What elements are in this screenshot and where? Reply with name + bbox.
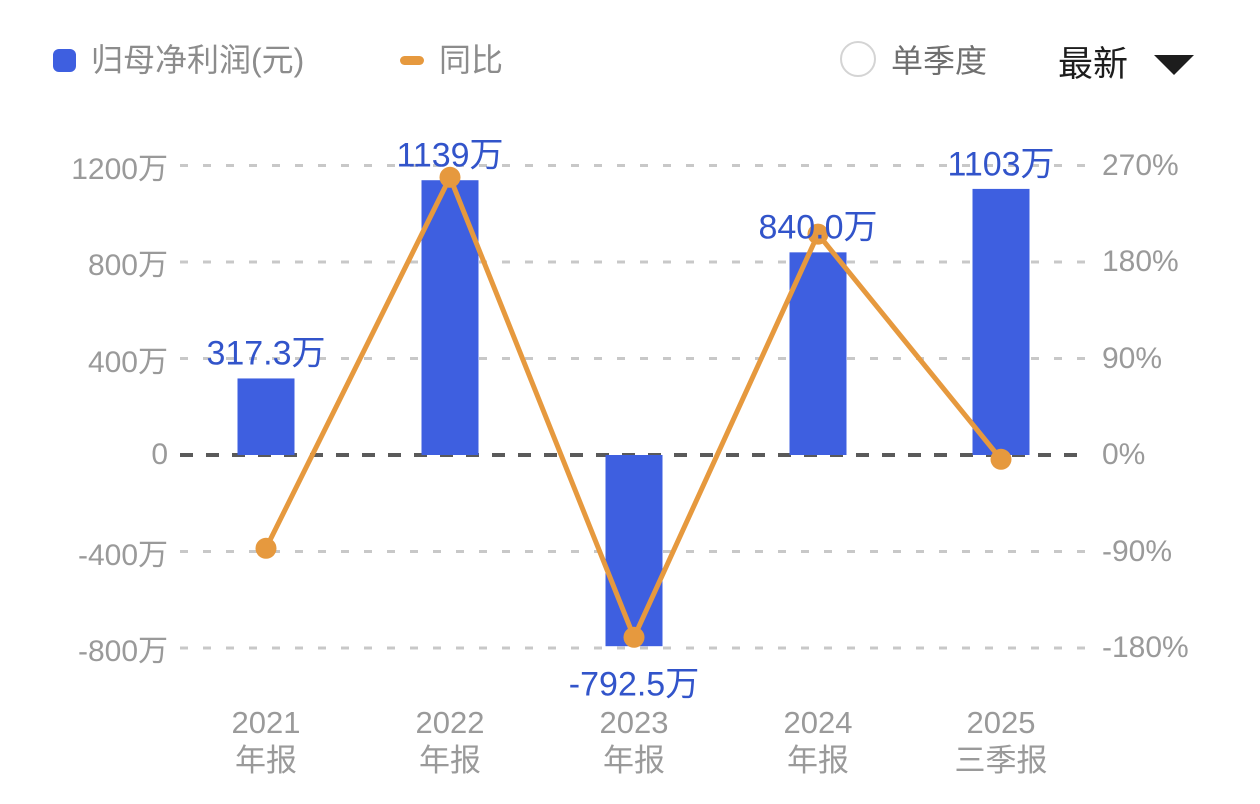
single-quarter-label: 单季度 [891, 43, 988, 79]
net-profit-bar [237, 378, 295, 455]
net-profit-legend-label: 归母净利润(元) [91, 42, 305, 78]
period-selector[interactable]: 最新 [1058, 36, 1195, 87]
yoy-legend-marker-icon [400, 55, 424, 65]
net-profit-bar [605, 455, 663, 647]
net-profit-bar [972, 188, 1030, 455]
yoy-point [623, 626, 645, 648]
yoy-point [439, 166, 461, 188]
legend-item-net-profit[interactable]: 归母净利润(元) [53, 40, 304, 80]
net-profit-bar [789, 252, 847, 455]
yoy-legend-label: 同比 [439, 42, 504, 78]
chevron-down-icon [1154, 54, 1195, 75]
yoy-point [807, 223, 829, 245]
period-selector-value: 最新 [1058, 45, 1129, 84]
single-quarter-toggle[interactable]: 单季度 [840, 36, 987, 82]
yoy-point [990, 448, 1012, 470]
net-profit-legend-marker-icon [53, 48, 76, 72]
yoy-point [255, 537, 277, 559]
legend-item-yoy[interactable]: 同比 [400, 40, 503, 80]
radio-unchecked-icon[interactable] [840, 41, 876, 77]
